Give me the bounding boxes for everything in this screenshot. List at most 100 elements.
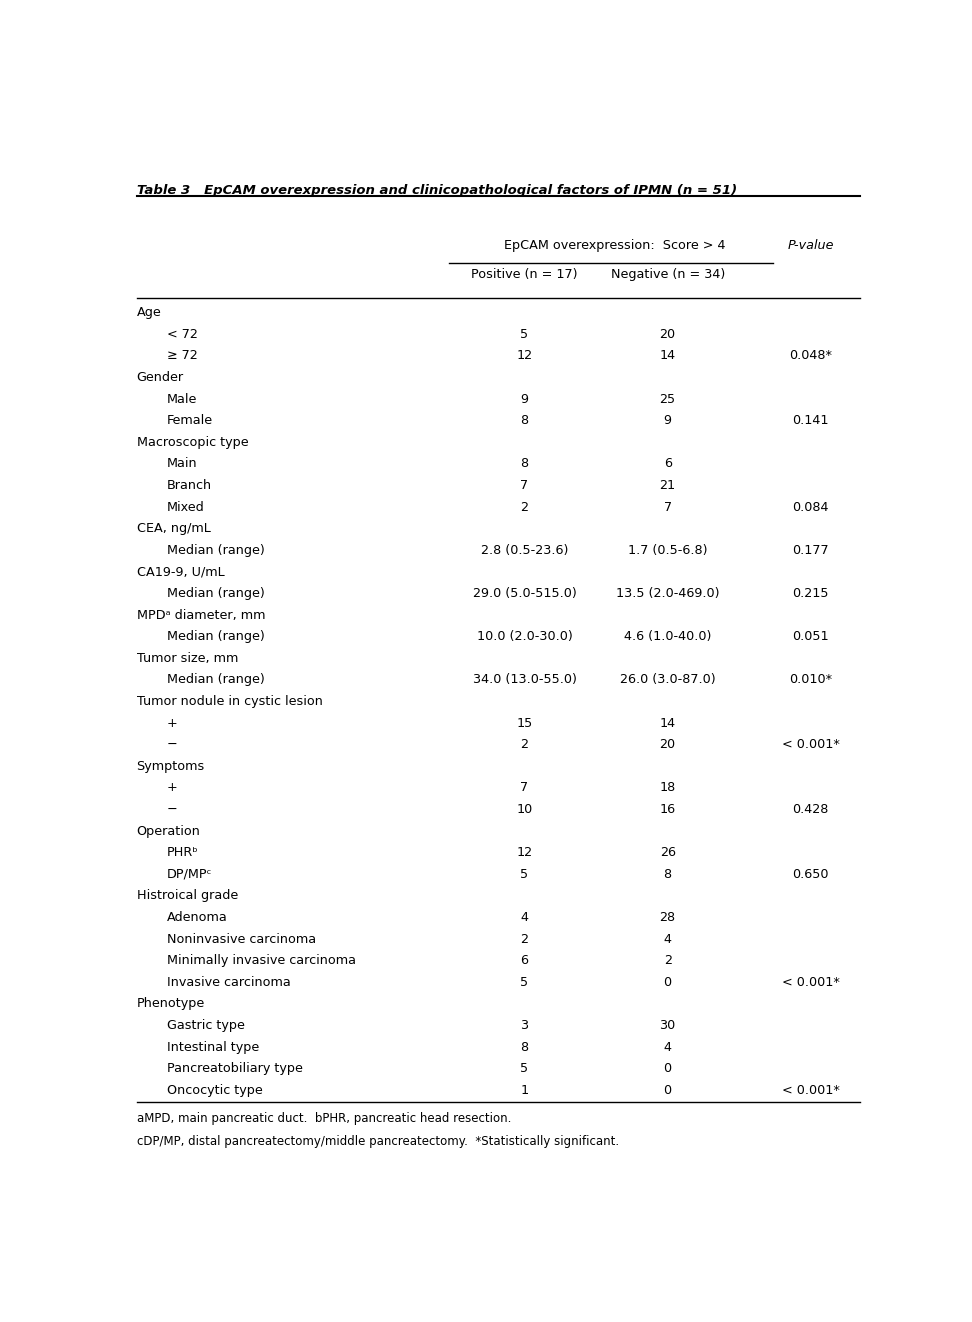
Text: Mixed: Mixed [167,501,204,514]
Text: 5: 5 [520,867,529,880]
Text: 2: 2 [664,954,672,968]
Text: −: − [167,738,177,751]
Text: 6: 6 [664,457,672,471]
Text: 26.0 (3.0-87.0): 26.0 (3.0-87.0) [620,673,715,686]
Text: EpCAM overexpression:  Score > 4: EpCAM overexpression: Score > 4 [504,239,726,253]
Text: 0.141: 0.141 [792,414,829,427]
Text: 26: 26 [660,846,676,859]
Text: +: + [167,717,178,730]
Text: Symptoms: Symptoms [136,760,205,773]
Text: Female: Female [167,414,213,427]
Text: 7: 7 [664,501,672,514]
Text: 6: 6 [521,954,529,968]
Text: 12: 12 [516,349,533,362]
Text: 0.428: 0.428 [792,802,829,816]
Text: < 72: < 72 [167,328,197,341]
Text: Oncocytic type: Oncocytic type [167,1084,262,1097]
Text: MPDᵃ diameter, mm: MPDᵃ diameter, mm [136,608,265,621]
Text: < 0.001*: < 0.001* [781,976,840,989]
Text: Minimally invasive carcinoma: Minimally invasive carcinoma [167,954,356,968]
Text: 0.215: 0.215 [792,587,829,600]
Text: 4: 4 [521,911,529,924]
Text: 8: 8 [520,414,529,427]
Text: Gender: Gender [136,371,184,383]
Text: 13.5 (2.0-469.0): 13.5 (2.0-469.0) [616,587,719,600]
Text: ≥ 72: ≥ 72 [167,349,197,362]
Text: cDP/MP, distal pancreatectomy/middle pancreatectomy.  *Statistically significant: cDP/MP, distal pancreatectomy/middle pan… [136,1134,619,1147]
Text: Table 3   EpCAM overexpression and clinicopathological factors of IPMN (n = 51): Table 3 EpCAM overexpression and clinico… [136,184,737,197]
Text: P-value: P-value [787,239,834,253]
Text: Adenoma: Adenoma [167,911,227,924]
Text: Positive (n = 17): Positive (n = 17) [471,267,577,280]
Text: 25: 25 [660,393,676,406]
Text: Intestinal type: Intestinal type [167,1040,259,1054]
Text: Invasive carcinoma: Invasive carcinoma [167,976,291,989]
Text: 9: 9 [664,414,672,427]
Text: 14: 14 [660,717,676,730]
Text: 5: 5 [520,976,529,989]
Text: Male: Male [167,393,197,406]
Text: Macroscopic type: Macroscopic type [136,436,248,449]
Text: 14: 14 [660,349,676,362]
Text: 4.6 (1.0-40.0): 4.6 (1.0-40.0) [624,631,712,644]
Text: 1: 1 [520,1084,529,1097]
Text: 4: 4 [664,1040,672,1054]
Text: 2: 2 [521,501,529,514]
Text: Tumor size, mm: Tumor size, mm [136,652,238,665]
Text: Median (range): Median (range) [167,673,264,686]
Text: Phenotype: Phenotype [136,997,205,1010]
Text: 3: 3 [520,1019,529,1032]
Text: Age: Age [136,307,161,319]
Text: CEA, ng/mL: CEA, ng/mL [136,522,210,535]
Text: 7: 7 [520,781,529,795]
Text: Gastric type: Gastric type [167,1019,245,1032]
Text: 0.051: 0.051 [792,631,829,644]
Text: 1.7 (0.5-6.8): 1.7 (0.5-6.8) [628,543,708,557]
Text: 10.0 (2.0-30.0): 10.0 (2.0-30.0) [476,631,573,644]
Text: 8: 8 [664,867,672,880]
Text: 0.084: 0.084 [792,501,829,514]
Text: 10: 10 [516,802,533,816]
Text: 0.048*: 0.048* [789,349,832,362]
Text: < 0.001*: < 0.001* [781,1084,840,1097]
Text: 8: 8 [520,1040,529,1054]
Text: Tumor nodule in cystic lesion: Tumor nodule in cystic lesion [136,695,323,709]
Text: 9: 9 [521,393,529,406]
Text: 5: 5 [520,1062,529,1075]
Text: 15: 15 [516,717,533,730]
Text: 18: 18 [660,781,676,795]
Text: Negative (n = 34): Negative (n = 34) [610,267,725,280]
Text: 16: 16 [660,802,676,816]
Text: 5: 5 [520,328,529,341]
Text: 0: 0 [664,976,672,989]
Text: 30: 30 [660,1019,676,1032]
Text: Histroical grade: Histroical grade [136,890,238,903]
Text: 4: 4 [664,932,672,945]
Text: 0.650: 0.650 [792,867,829,880]
Text: aMPD, main pancreatic duct.  bPHR, pancreatic head resection.: aMPD, main pancreatic duct. bPHR, pancre… [136,1112,511,1125]
Text: 20: 20 [660,328,676,341]
Text: 0.010*: 0.010* [789,673,832,686]
Text: < 0.001*: < 0.001* [781,738,840,751]
Text: PHRᵇ: PHRᵇ [167,846,198,859]
Text: Median (range): Median (range) [167,631,264,644]
Text: 20: 20 [660,738,676,751]
Text: Main: Main [167,457,197,471]
Text: 2.8 (0.5-23.6): 2.8 (0.5-23.6) [481,543,569,557]
Text: 8: 8 [520,457,529,471]
Text: 12: 12 [516,846,533,859]
Text: 2: 2 [521,932,529,945]
Text: Noninvasive carcinoma: Noninvasive carcinoma [167,932,316,945]
Text: 34.0 (13.0-55.0): 34.0 (13.0-55.0) [472,673,576,686]
Text: CA19-9, U/mL: CA19-9, U/mL [136,566,225,579]
Text: Median (range): Median (range) [167,587,264,600]
Text: 7: 7 [520,479,529,492]
Text: Median (range): Median (range) [167,543,264,557]
Text: 21: 21 [660,479,676,492]
Text: DP/MPᶜ: DP/MPᶜ [167,867,212,880]
Text: 0: 0 [664,1084,672,1097]
Text: 29.0 (5.0-515.0): 29.0 (5.0-515.0) [472,587,576,600]
Text: −: − [167,802,177,816]
Text: Pancreatobiliary type: Pancreatobiliary type [167,1062,302,1075]
Text: 0.177: 0.177 [792,543,829,557]
